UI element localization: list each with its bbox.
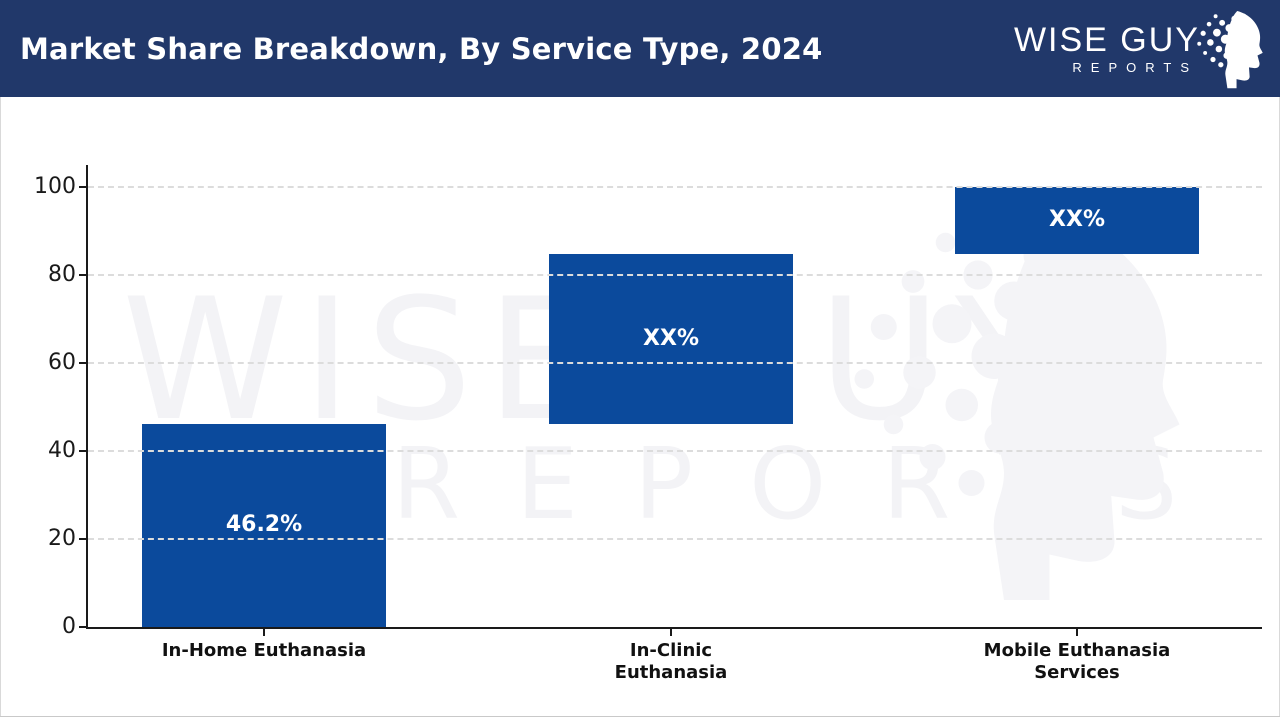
gridline (88, 450, 1262, 452)
watermark-face-icon (812, 210, 1222, 600)
logo-subtext: REPORTS (1072, 60, 1198, 75)
y-axis-tick (79, 274, 86, 276)
chart-title: Market Share Breakdown, By Service Type,… (20, 31, 823, 66)
y-axis-tick (79, 450, 86, 452)
bar-value-label: XX% (643, 325, 699, 351)
y-axis-spine (86, 165, 88, 629)
gridline (88, 362, 1262, 364)
y-axis-tick (79, 186, 86, 188)
y-axis-tick-label: 20 (48, 526, 76, 551)
category-label: Mobile Euthanasia Services (983, 640, 1171, 683)
y-axis-tick-label: 60 (48, 350, 76, 375)
bar-segment (142, 423, 386, 627)
y-axis-tick-label: 0 (62, 614, 76, 639)
y-axis-tick (79, 626, 86, 628)
y-axis-tick-label: 40 (48, 438, 76, 463)
bar-segment (955, 187, 1199, 254)
logo-text: WISE GUY REPORTS (1014, 23, 1200, 74)
category-label: In-Clinic Euthanasia (614, 640, 728, 683)
y-axis-tick-label: 100 (34, 174, 76, 199)
category-label: In-Home Euthanasia (161, 640, 367, 661)
gridline (88, 186, 1262, 188)
x-axis-tick (670, 629, 672, 636)
bar-segment (549, 253, 793, 424)
x-axis-spine (86, 627, 1262, 629)
gridline (88, 538, 1262, 540)
left-edge-border (0, 97, 1, 716)
y-axis-tick (79, 362, 86, 364)
wise-guy-reports-logo: WISE GUY REPORTS (1014, 7, 1266, 91)
y-axis-tick (79, 538, 86, 540)
bar-value-label: 46.2% (225, 512, 303, 538)
y-axis-tick-label: 80 (48, 262, 76, 287)
x-axis-tick (1076, 629, 1078, 636)
logo-wordmark: WISE GUY (1013, 21, 1200, 59)
logo-face-icon (1194, 7, 1266, 91)
x-axis-tick (263, 629, 265, 636)
gridline (88, 274, 1262, 276)
bottom-border (0, 716, 1280, 717)
header: Market Share Breakdown, By Service Type,… (0, 0, 1280, 97)
bar-value-label: XX% (1049, 207, 1105, 233)
